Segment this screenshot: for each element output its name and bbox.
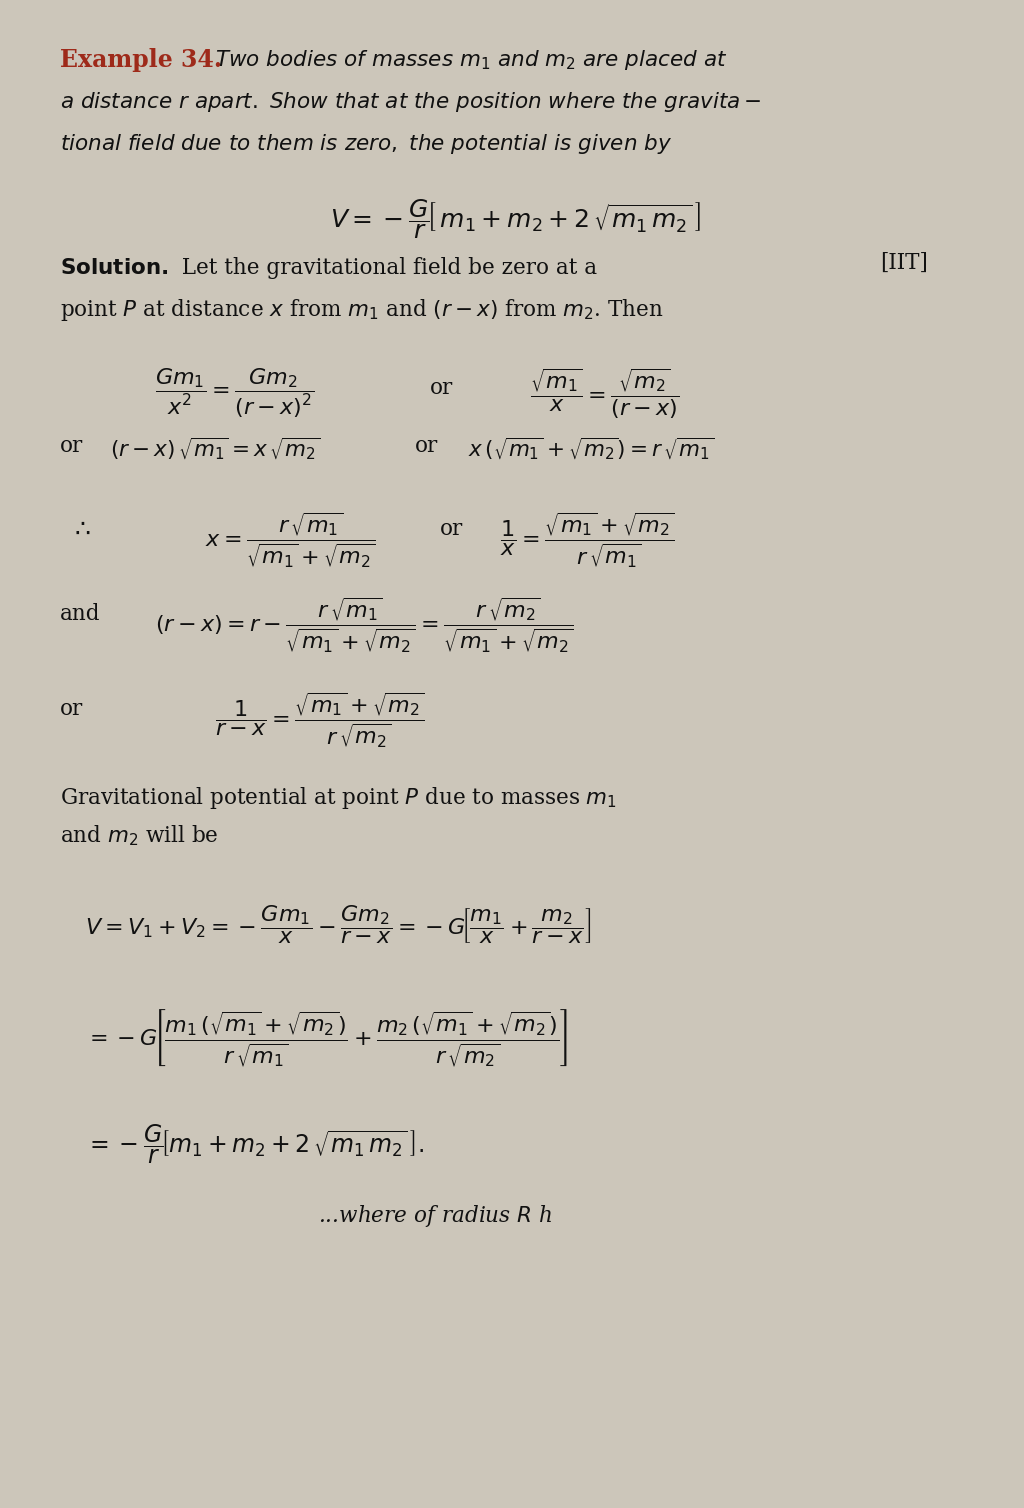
Text: or: or bbox=[415, 434, 438, 457]
Text: $\it{Two\ bodies\ of\ masses}$ $m_1$$\it{\ and}$ $m_2$ $\it{are\ placed\ at}$: $\it{Two\ bodies\ of\ masses}$ $m_1$$\it… bbox=[215, 48, 727, 72]
Text: [IIT]: [IIT] bbox=[880, 252, 928, 274]
Text: or: or bbox=[60, 434, 83, 457]
Text: $\dfrac{Gm_1}{x^2} = \dfrac{Gm_2}{(r-x)^2}$: $\dfrac{Gm_1}{x^2} = \dfrac{Gm_2}{(r-x)^… bbox=[155, 366, 314, 421]
Text: $\therefore$: $\therefore$ bbox=[70, 519, 91, 541]
Text: $V = V_1 + V_2 = -\dfrac{Gm_1}{x} - \dfrac{Gm_2}{r-x} = -G\!\left[\dfrac{m_1}{x}: $V = V_1 + V_2 = -\dfrac{Gm_1}{x} - \dfr… bbox=[85, 903, 592, 946]
Text: and: and bbox=[60, 603, 100, 624]
Text: $x = \dfrac{r\,\sqrt{m_1}}{\sqrt{m_1} + \sqrt{m_2}}$: $x = \dfrac{r\,\sqrt{m_1}}{\sqrt{m_1} + … bbox=[205, 510, 376, 569]
Text: $(r-x) = r - \dfrac{r\,\sqrt{m_1}}{\sqrt{m_1} + \sqrt{m_2}} = \dfrac{r\,\sqrt{m_: $(r-x) = r - \dfrac{r\,\sqrt{m_1}}{\sqrt… bbox=[155, 596, 573, 654]
Text: $= -G\!\left[\dfrac{m_1\,(\sqrt{m_1} + \sqrt{m_2})}{r\,\sqrt{m_1}} + \dfrac{m_2\: $= -G\!\left[\dfrac{m_1\,(\sqrt{m_1} + \… bbox=[85, 1007, 568, 1069]
Text: Example 34.: Example 34. bbox=[60, 48, 222, 72]
Text: $(r-x)\,\sqrt{m_1} = x\,\sqrt{m_2}$: $(r-x)\,\sqrt{m_1} = x\,\sqrt{m_2}$ bbox=[110, 434, 321, 461]
Text: and $m_2$ will be: and $m_2$ will be bbox=[60, 823, 218, 847]
Text: $= -\dfrac{G}{r}\!\left[m_1 + m_2 + 2\,\sqrt{m_1\,m_2}\,\right].$: $= -\dfrac{G}{r}\!\left[m_1 + m_2 + 2\,\… bbox=[85, 1123, 425, 1166]
Text: $x\,(\sqrt{m_1} + \sqrt{m_2}) = r\,\sqrt{m_1}$: $x\,(\sqrt{m_1} + \sqrt{m_2}) = r\,\sqrt… bbox=[468, 434, 715, 461]
Text: or: or bbox=[440, 519, 463, 540]
Text: $\bf{Solution.}$: $\bf{Solution.}$ bbox=[60, 256, 169, 279]
Text: Let the gravitational field be zero at a: Let the gravitational field be zero at a bbox=[175, 256, 597, 279]
Text: $\it{tional\ field\ due\ to\ them\ is\ zero,\ the\ potential\ is\ given\ by}$: $\it{tional\ field\ due\ to\ them\ is\ z… bbox=[60, 133, 673, 155]
Text: or: or bbox=[60, 698, 83, 719]
Text: $\dfrac{\sqrt{m_1}}{x} = \dfrac{\sqrt{m_2}}{(r-x)}$: $\dfrac{\sqrt{m_1}}{x} = \dfrac{\sqrt{m_… bbox=[530, 366, 679, 421]
Text: $\dfrac{1}{r-x} = \dfrac{\sqrt{m_1} + \sqrt{m_2}}{r\,\sqrt{m_2}}$: $\dfrac{1}{r-x} = \dfrac{\sqrt{m_1} + \s… bbox=[215, 691, 425, 749]
Text: $\dfrac{1}{x} = \dfrac{\sqrt{m_1} + \sqrt{m_2}}{r\,\sqrt{m_1}}$: $\dfrac{1}{x} = \dfrac{\sqrt{m_1} + \sqr… bbox=[500, 510, 675, 569]
Text: $\quad\quad\quad\quad\quad\quad\quad\quad\quad\quad\quad\quad$ ...where of radiu: $\quad\quad\quad\quad\quad\quad\quad\qua… bbox=[60, 1203, 552, 1229]
Text: Gravitational potential at point $P$ due to masses $m_1$: Gravitational potential at point $P$ due… bbox=[60, 786, 617, 811]
Text: $V = -\dfrac{G}{r}\!\left[\, m_1 + m_2 + 2\,\sqrt{m_1\,m_2}\,\right]$: $V = -\dfrac{G}{r}\!\left[\, m_1 + m_2 +… bbox=[330, 198, 701, 241]
Text: or: or bbox=[430, 377, 454, 400]
Text: $\it{a\ distance}\ r\ \it{apart.\ Show\ that\ at\ the\ position\ where\ the\ gra: $\it{a\ distance}\ r\ \it{apart.\ Show\ … bbox=[60, 90, 762, 115]
Text: point $P$ at distance $x$ from $m_1$ and $(r-x)$ from $m_2$. Then: point $P$ at distance $x$ from $m_1$ and… bbox=[60, 297, 664, 323]
